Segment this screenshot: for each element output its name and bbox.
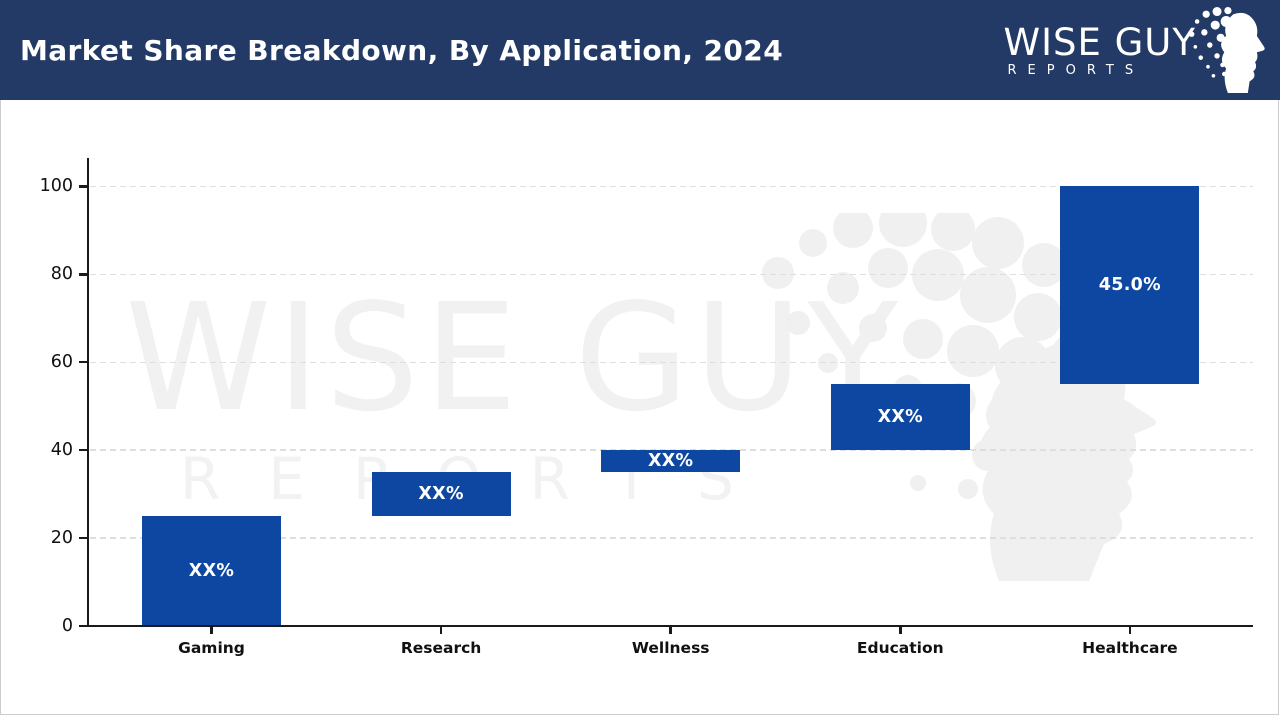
y-axis-line bbox=[86, 158, 90, 628]
x-tick-wellness bbox=[669, 626, 672, 634]
x-tick-healthcare bbox=[1128, 626, 1132, 634]
gridline-60 bbox=[90, 361, 1253, 363]
bar-gaming: XX% bbox=[142, 516, 281, 626]
x-category-label-healthcare: Healthcare bbox=[1082, 639, 1178, 657]
logo-reports-text: REPORTS bbox=[1007, 62, 1145, 78]
x-tick-education bbox=[899, 626, 902, 634]
bar-value-label-research: XX% bbox=[418, 484, 464, 505]
y-tick-20 bbox=[78, 536, 87, 540]
x-category-label-research: Research bbox=[400, 639, 482, 657]
bar-research: XX% bbox=[371, 472, 511, 517]
gridline-20 bbox=[90, 537, 1253, 539]
x-category-label-gaming: Gaming bbox=[178, 639, 245, 657]
x-tick-research bbox=[439, 626, 443, 634]
bar-value-label-gaming: XX% bbox=[188, 561, 235, 582]
watermark-wordmark: WISE GUY bbox=[125, 272, 903, 444]
y-tick-label-0: 0 bbox=[61, 616, 73, 636]
gridline-100 bbox=[90, 185, 1253, 188]
watermark-head-dots-icon bbox=[762, 213, 1157, 581]
bar-value-label-education: XX% bbox=[877, 407, 923, 428]
gridline-40 bbox=[90, 449, 1253, 451]
x-category-label-wellness: Wellness bbox=[631, 639, 710, 657]
y-tick-label-20: 20 bbox=[50, 528, 73, 549]
bar-value-label-healthcare: 45.0% bbox=[1098, 275, 1161, 296]
x-tick-gaming bbox=[210, 626, 213, 634]
bar-education: XX% bbox=[830, 384, 970, 451]
y-tick-label-100: 100 bbox=[39, 176, 73, 197]
y-tick-80 bbox=[78, 273, 87, 276]
x-category-label-education: Education bbox=[856, 639, 944, 657]
y-tick-label-40: 40 bbox=[50, 440, 73, 461]
bar-value-label-wellness: XX% bbox=[647, 451, 694, 472]
y-tick-0 bbox=[78, 624, 87, 628]
y-tick-label-60: 60 bbox=[50, 352, 73, 373]
gridline-80 bbox=[90, 273, 1253, 275]
bar-wellness: XX% bbox=[601, 450, 741, 473]
y-tick-60 bbox=[78, 360, 87, 364]
logo-wordmark: WISE GUY bbox=[1003, 20, 1196, 64]
page-title: Market Share Breakdown, By Application, … bbox=[20, 33, 784, 67]
x-axis-line bbox=[86, 624, 1253, 628]
logo-text: WISE GUY REPORTS bbox=[1004, 24, 1196, 77]
logo-head-dots-icon bbox=[1188, 7, 1265, 93]
wise-guy-logo: WISE GUY REPORTS bbox=[1004, 0, 1270, 100]
y-tick-100 bbox=[78, 185, 87, 188]
bar-healthcare: 45.0% bbox=[1060, 186, 1200, 385]
y-tick-40 bbox=[78, 448, 87, 452]
y-tick-label-80: 80 bbox=[50, 264, 73, 285]
header-bar: Market Share Breakdown, By Application, … bbox=[0, 0, 1280, 100]
